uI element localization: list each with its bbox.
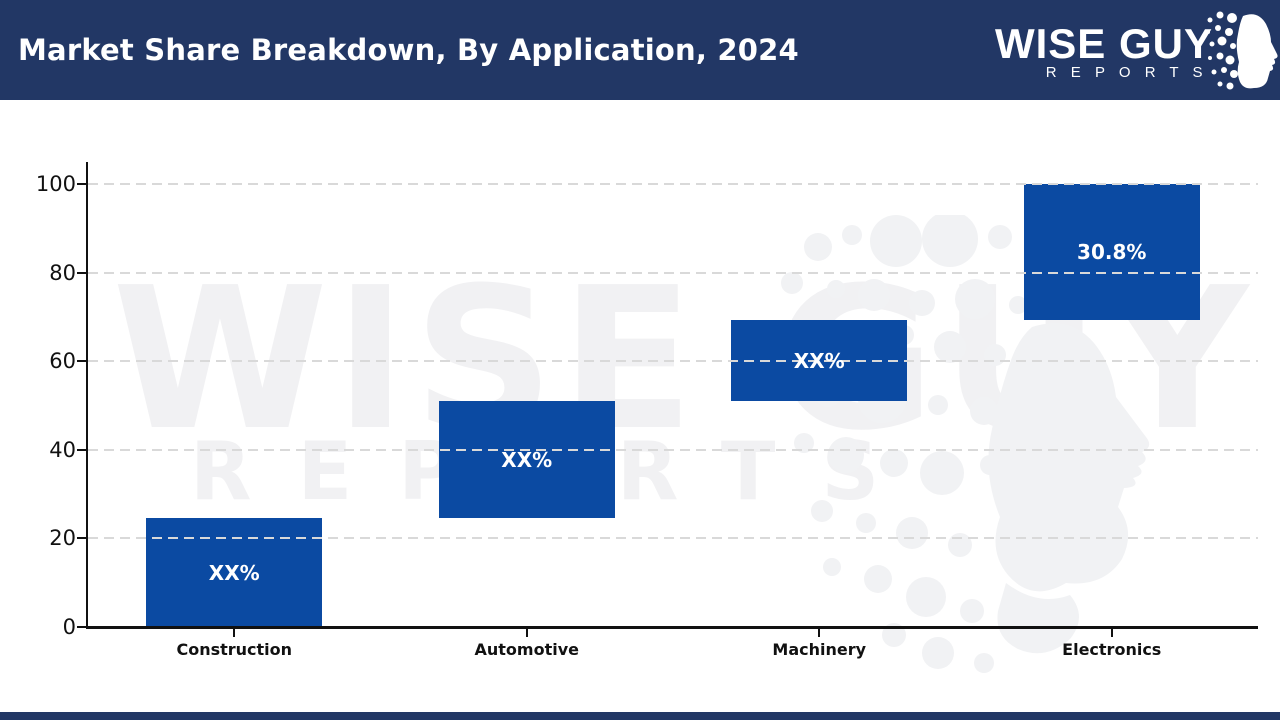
bar-automotive <box>439 401 615 518</box>
x-axis-spine <box>86 626 1258 629</box>
gridline-100 <box>88 183 1258 185</box>
x-tick-mark-electronics <box>1110 629 1113 637</box>
x-tick-mark-machinery <box>818 629 821 637</box>
watermark-face-icon <box>776 215 1150 673</box>
y-tick-mark-60 <box>77 360 86 363</box>
logo-subtext: R E P O R T S <box>1045 64 1206 81</box>
bar-value-label-automotive: XX% <box>501 447 553 472</box>
bar-electronics <box>1024 184 1200 320</box>
y-tick-mark-100 <box>77 183 86 185</box>
gridline-20 <box>88 537 1258 540</box>
bar-value-label-construction: XX% <box>208 560 260 585</box>
y-tick-mark-80 <box>77 271 86 274</box>
y-axis-spine <box>86 162 88 628</box>
gridline-80 <box>88 271 1258 274</box>
y-tick-label-20: 20 <box>49 526 76 551</box>
x-tick-label-automotive: Automotive <box>474 640 580 659</box>
bar-value-label-machinery: XX% <box>793 348 845 373</box>
logo-face-icon <box>1206 11 1278 90</box>
logo-wordmark: WISE GUY <box>994 20 1213 67</box>
x-tick-label-machinery: Machinery <box>772 640 867 659</box>
x-tick-label-construction: Construction <box>176 640 293 659</box>
bar-construction <box>146 518 322 627</box>
chart-title: Market Share Breakdown, By Application, … <box>18 33 799 67</box>
bar-value-label-electronics: 30.8% <box>1077 240 1147 265</box>
y-tick-label-80: 80 <box>49 260 76 285</box>
y-tick-label-100: 100 <box>35 172 76 196</box>
x-tick-label-electronics: Electronics <box>1062 640 1162 659</box>
y-tick-mark-0 <box>77 626 86 628</box>
y-tick-label-40: 40 <box>49 437 76 462</box>
x-tick-mark-automotive <box>525 629 528 637</box>
y-tick-mark-40 <box>77 448 86 451</box>
header-bar: Market Share Breakdown, By Application, … <box>0 0 1280 100</box>
x-tick-mark-construction <box>233 629 236 637</box>
gridline-40 <box>88 448 1258 451</box>
y-tick-label-60: 60 <box>49 349 76 374</box>
footer-bar <box>0 712 1280 720</box>
y-tick-mark-20 <box>77 537 86 540</box>
y-tick-label-0: 0 <box>62 615 76 639</box>
gridline-60 <box>88 360 1258 363</box>
